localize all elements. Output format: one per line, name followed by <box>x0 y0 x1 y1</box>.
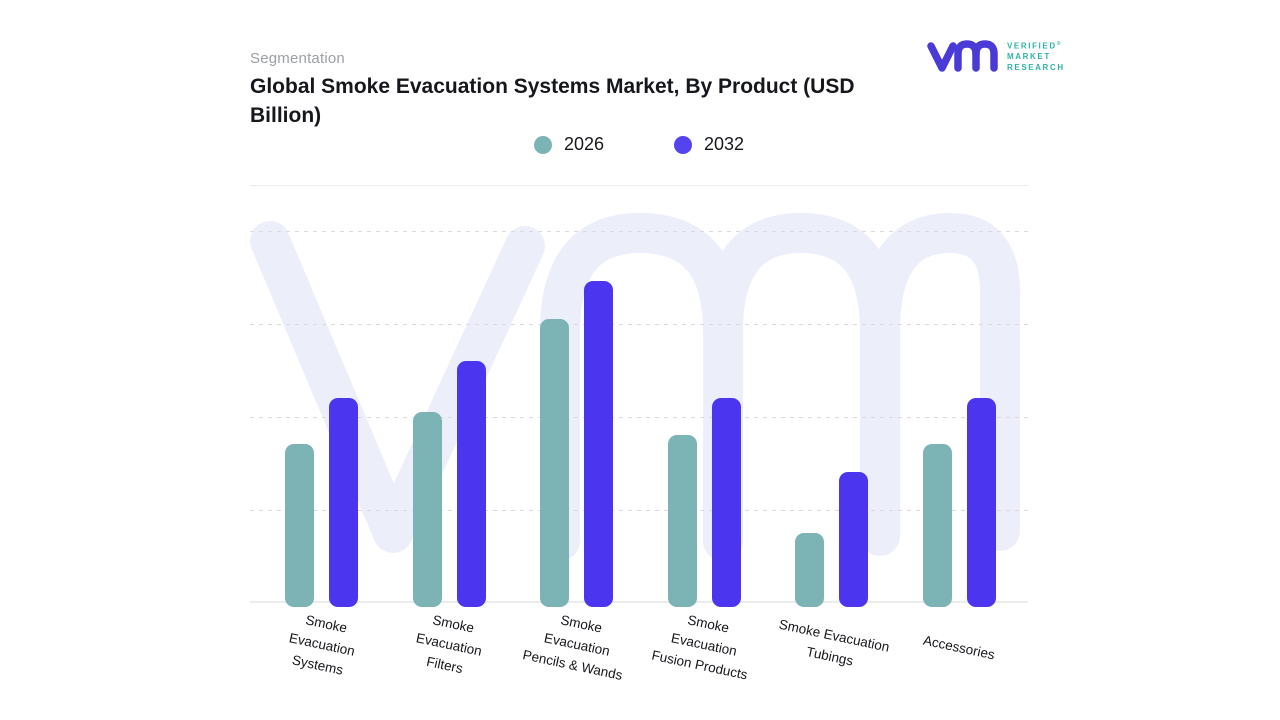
legend-item-2026: 2026 <box>533 134 604 155</box>
logo-line-market: MARKET <box>1007 52 1051 62</box>
vmr-monogram-icon <box>927 40 998 72</box>
vmr-logo: VERIFIED® MARKET RESEARCH <box>926 36 1065 76</box>
x-axis-line <box>250 601 1028 603</box>
gridline <box>250 417 1028 418</box>
gridline <box>250 324 1028 325</box>
bar-2032-smoke-evacuation-systems <box>329 398 358 607</box>
legend-dot-2026 <box>533 135 552 154</box>
bar-2032-smoke-evacuation-filters <box>456 361 486 607</box>
bar-2026-smoke-evacuation-filters <box>412 412 442 607</box>
bar-2026-smoke-evacuation-tubings <box>795 533 824 607</box>
gridline <box>250 231 1028 232</box>
bar-2026-accessories <box>922 444 952 607</box>
registered-mark: ® <box>1056 40 1061 47</box>
logo-wordmark: VERIFIED® MARKET RESEARCH <box>1007 39 1065 73</box>
legend-dot-2032 <box>674 135 692 154</box>
legend-item-2032: 2032 <box>674 134 744 155</box>
legend-label: 2026 <box>563 134 604 154</box>
bar-2032-accessories <box>966 398 996 607</box>
bar-2032-smoke-evacuation-tubings <box>839 472 868 607</box>
bar-2026-smoke-evacuation-systems <box>285 444 314 607</box>
logo-line-verified: VERIFIED <box>1007 41 1057 51</box>
legend-label: 2032 <box>704 134 745 154</box>
plot-area: Smoke Evacuation Systems Smoke Evacuation Fil… <box>250 185 1028 683</box>
vmr-watermark-icon <box>250 213 1020 561</box>
gridline <box>250 510 1028 511</box>
bar-2026-smoke-evacuation-pencils-wands <box>540 319 569 607</box>
chart-title: Global Smoke Evacuation Systems Market, … <box>250 75 855 127</box>
bar-2026-smoke-evacuation-fusion-products <box>667 435 697 607</box>
logo-line-research: RESEARCH <box>1007 62 1065 72</box>
bar-2032-smoke-evacuation-fusion-products <box>711 398 741 607</box>
eyebrow-label: Segmentation <box>250 50 345 67</box>
bar-2032-smoke-evacuation-pencils-wands <box>584 281 613 607</box>
chart-legend: 2026 2032 <box>250 134 1028 155</box>
